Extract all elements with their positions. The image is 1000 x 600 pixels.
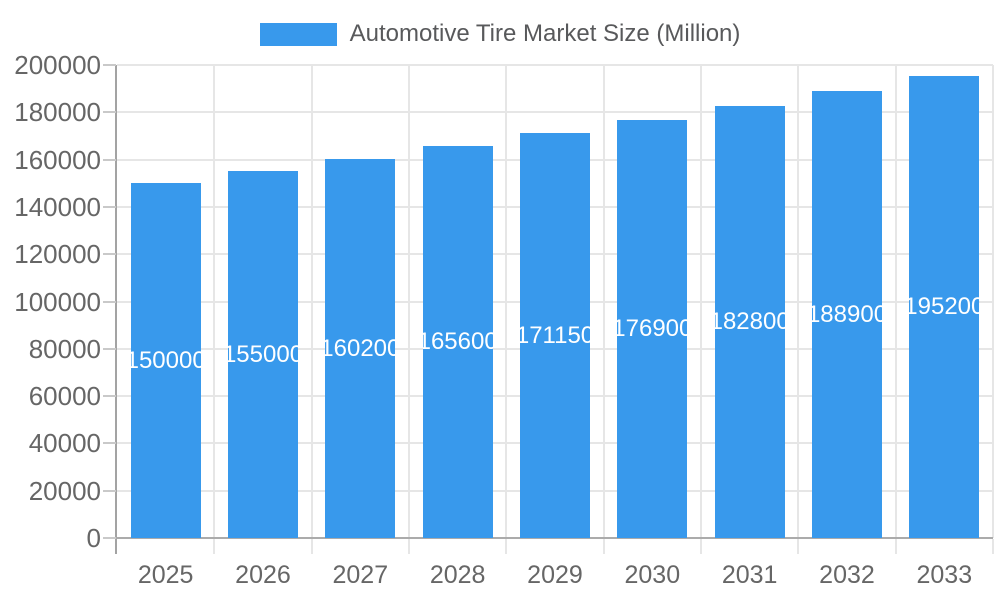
bar-2028[interactable]: 165600 — [422, 146, 493, 538]
bar-value-label: 195200 — [909, 293, 980, 320]
x-axis-tick — [992, 539, 994, 554]
bar-2030[interactable]: 176900 — [617, 120, 688, 538]
x-tick-label: 2029 — [527, 561, 583, 589]
y-axis-tick — [103, 253, 116, 256]
y-tick-label: 160000 — [14, 144, 101, 175]
x-axis-tick — [213, 539, 216, 554]
y-axis-tick — [103, 442, 116, 445]
y-tick-label: 80000 — [28, 333, 101, 364]
gridline-horizontal — [117, 64, 993, 66]
bar-value-label: 155000 — [228, 340, 298, 368]
x-tick-label: 2030 — [624, 561, 681, 589]
gridline-horizontal — [117, 111, 993, 114]
x-axis-tick — [700, 539, 702, 554]
x-tick-label: 2032 — [819, 561, 875, 589]
x-axis-tick — [894, 539, 897, 554]
bar-value-label: 171150 — [520, 321, 590, 349]
x-tick-label: 2028 — [429, 561, 486, 589]
legend-label: Automotive Tire Market Size (Million) — [349, 20, 741, 47]
y-tick-label: 100000 — [14, 286, 101, 317]
x-tick-label: 2033 — [916, 561, 973, 589]
bar-2026[interactable]: 155000 — [228, 171, 298, 538]
y-tick-label: 40000 — [28, 428, 101, 459]
gridline-vertical — [310, 65, 313, 538]
y-tick-label: 20000 — [28, 475, 101, 506]
gridline-vertical — [505, 65, 508, 538]
y-axis-tick — [103, 395, 116, 398]
bar-value-label: 160200 — [325, 334, 396, 362]
y-tick-label: 60000 — [28, 381, 101, 412]
bar-value-label: 176900 — [617, 315, 688, 342]
x-tick-label: 2026 — [235, 561, 291, 589]
bar-2025[interactable]: 150000 — [130, 183, 201, 538]
y-axis-tick — [103, 489, 116, 492]
bar-2032[interactable]: 188900 — [812, 91, 882, 538]
y-tick-label: 200000 — [14, 50, 101, 80]
x-axis-tick — [602, 539, 605, 554]
x-tick-label: 2027 — [332, 561, 389, 589]
x-axis-tick — [408, 539, 410, 554]
gridline-vertical — [408, 65, 410, 538]
bar-value-label: 150000 — [130, 346, 201, 374]
y-axis-tick — [103, 205, 116, 208]
y-axis-tick — [103, 537, 116, 539]
y-tick-label: 0 — [86, 523, 101, 553]
x-axis-tick — [797, 539, 800, 554]
bar-2027[interactable]: 160200 — [325, 159, 396, 538]
y-axis-tick — [103, 111, 116, 114]
y-axis-tick — [103, 158, 116, 161]
legend[interactable]: Automotive Tire Market Size (Million) — [0, 20, 1000, 48]
bar-2031[interactable]: 182800 — [714, 106, 785, 538]
x-tick-label: 2031 — [721, 561, 778, 589]
bar-2033[interactable]: 195200 — [909, 76, 980, 538]
gridline-vertical — [700, 65, 702, 538]
bar-value-label: 165600 — [422, 328, 493, 355]
x-axis-tick — [310, 539, 313, 554]
x-tick-label: 2025 — [137, 561, 194, 589]
y-axis-tick — [103, 300, 116, 303]
gridline-vertical — [894, 65, 897, 538]
y-tick-label: 140000 — [14, 191, 101, 222]
y-axis-tick — [103, 347, 116, 350]
gridline-vertical — [992, 65, 994, 538]
bar-2029[interactable]: 171150 — [520, 133, 590, 538]
x-axis-tick — [505, 539, 508, 554]
y-axis-line — [115, 65, 117, 554]
gridline-vertical — [797, 65, 800, 538]
gridline-vertical — [213, 65, 216, 538]
gridline-vertical — [602, 65, 605, 538]
y-axis-tick — [103, 64, 116, 66]
bar-value-label: 182800 — [714, 308, 785, 335]
x-axis-line — [115, 537, 993, 539]
y-tick-label: 120000 — [14, 239, 101, 270]
bar-value-label: 188900 — [812, 300, 882, 328]
legend-swatch — [259, 22, 337, 46]
y-tick-label: 180000 — [14, 97, 101, 128]
